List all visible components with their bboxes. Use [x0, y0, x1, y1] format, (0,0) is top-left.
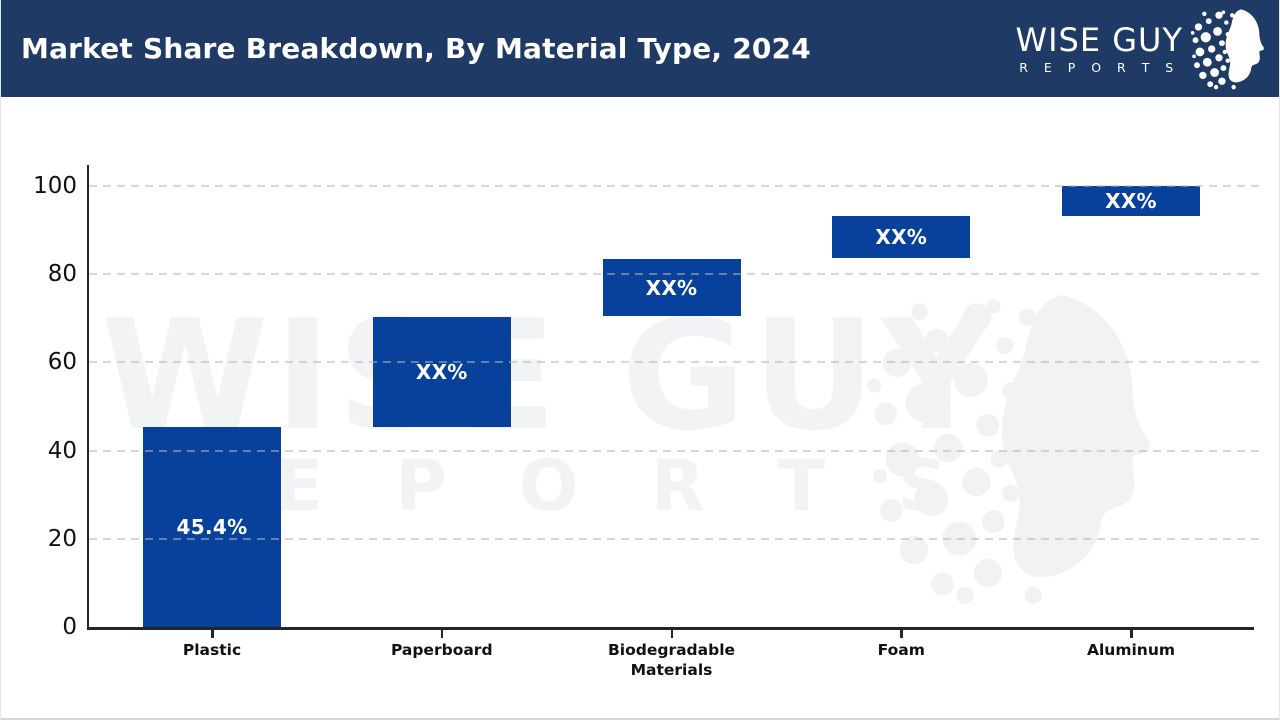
- bar-value-label: 45.4%: [176, 514, 248, 539]
- x-category-label: Foam: [877, 641, 925, 659]
- y-tick-label-80: 80: [47, 261, 77, 288]
- y-tick-label-40: 40: [47, 437, 77, 464]
- brand-logo: WISE GUY R E P O R T S: [1015, 0, 1273, 97]
- y-tick-label-0: 0: [62, 614, 77, 640]
- x-axis-line: [87, 627, 1254, 630]
- bar-value-label: XX%: [415, 359, 468, 384]
- bar-aluminum: XX%: [1062, 186, 1200, 216]
- bar-plastic: 45.4%: [143, 426, 281, 627]
- bar-value-label: XX%: [1105, 188, 1157, 213]
- x-category-label: Plastic: [182, 641, 242, 659]
- x-tick-3: [670, 629, 673, 638]
- brand-wordmark-line1: WISE GUY: [1015, 20, 1183, 59]
- y-tick-label-60: 60: [47, 349, 77, 376]
- watermark-wordmark-line2: R E P O R T S: [149, 445, 972, 527]
- bar-value-label: XX%: [875, 224, 928, 249]
- x-tick-4: [900, 629, 903, 638]
- y-tick-label-20: 20: [47, 525, 77, 552]
- y-tick-label-100: 100: [33, 173, 77, 199]
- gridline-80: [89, 273, 1263, 276]
- gridline-100: [89, 185, 1263, 187]
- gridline-20: [89, 537, 1263, 540]
- y-axis-line: [87, 165, 89, 630]
- x-category-label: Aluminum: [1086, 641, 1176, 659]
- bottom-border: [1, 718, 1279, 720]
- page-title: Market Share Breakdown, By Material Type…: [21, 32, 811, 65]
- x-tick-2: [440, 629, 444, 638]
- brand-wordmark-line2: R E P O R T S: [1019, 59, 1180, 75]
- gridline-60: [89, 361, 1263, 364]
- x-tick-1: [211, 629, 214, 638]
- header: Market Share Breakdown, By Material Type…: [1, 0, 1279, 97]
- x-category-label: Paperboard: [390, 641, 493, 659]
- bar-biodegradable-materials: XX%: [602, 259, 741, 317]
- brand-wordmark: WISE GUY R E P O R T S: [1015, 23, 1183, 75]
- x-category-label: Biodegradable Materials: [607, 641, 736, 679]
- bar-value-label: XX%: [645, 275, 698, 300]
- bar-foam: XX%: [832, 215, 971, 258]
- gridline-40: [89, 449, 1263, 452]
- x-tick-5: [1130, 629, 1133, 638]
- bar-paperboard: XX%: [372, 316, 511, 427]
